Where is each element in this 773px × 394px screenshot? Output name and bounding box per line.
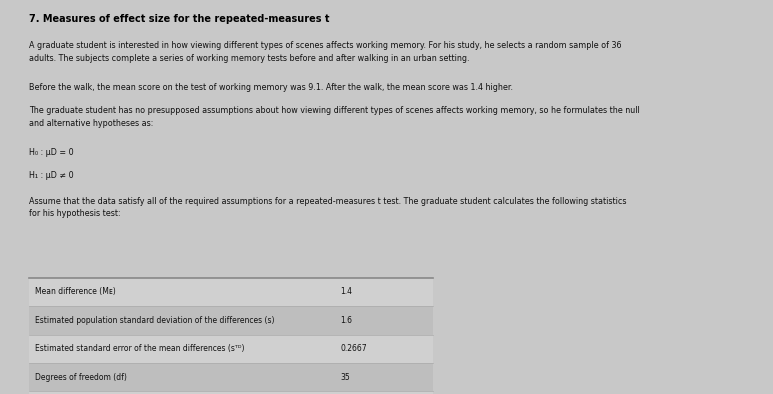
Text: Estimated standard error of the mean differences (sᵀᴰ): Estimated standard error of the mean dif… [35, 344, 244, 353]
Bar [29, 306, 433, 335]
Text: Estimated population standard deviation of the differences (s): Estimated population standard deviation … [35, 316, 274, 325]
Text: Degrees of freedom (df): Degrees of freedom (df) [35, 373, 127, 381]
Text: H₀ : μD = 0: H₀ : μD = 0 [29, 148, 74, 157]
Bar [29, 363, 433, 391]
Text: Assume that the data satisfy all of the required assumptions for a repeated-meas: Assume that the data satisfy all of the … [29, 197, 627, 219]
Text: H₁ : μD ≠ 0: H₁ : μD ≠ 0 [29, 171, 74, 180]
Text: A graduate student is interested in how viewing different types of scenes affect: A graduate student is interested in how … [29, 41, 621, 63]
Text: The graduate student has no presupposed assumptions about how viewing different : The graduate student has no presupposed … [29, 106, 640, 128]
Text: Mean difference (Mᴇ): Mean difference (Mᴇ) [35, 288, 115, 296]
Text: 7. Measures of effect size for the repeated-measures t: 7. Measures of effect size for the repea… [29, 14, 330, 24]
Text: 1.6: 1.6 [340, 316, 352, 325]
Text: 1.4: 1.4 [340, 288, 352, 296]
Text: 35: 35 [340, 373, 350, 381]
Text: Before the walk, the mean score on the test of working memory was 9.1. After the: Before the walk, the mean score on the t… [29, 83, 513, 92]
Bar [29, 278, 433, 306]
Bar [29, 335, 433, 363]
Text: 0.2667: 0.2667 [340, 344, 366, 353]
Bar [29, 391, 433, 394]
